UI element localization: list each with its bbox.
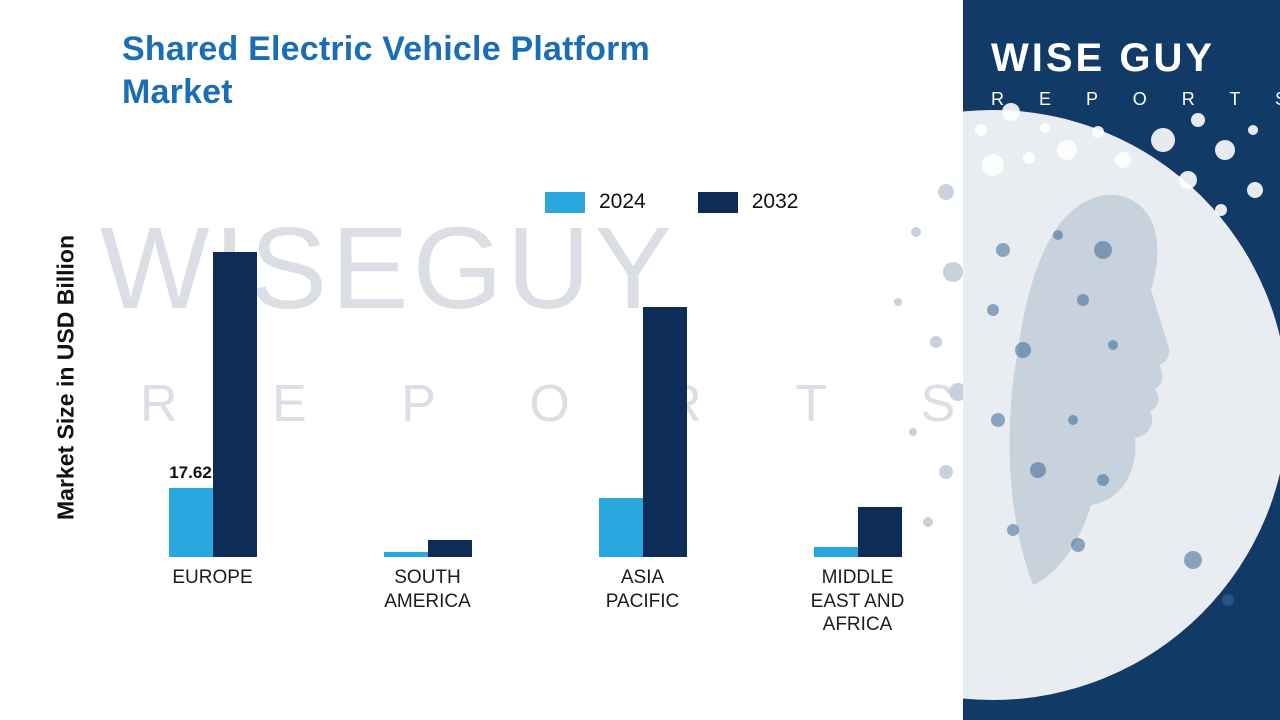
dots-graphic <box>975 103 1263 216</box>
legend-swatch-2024 <box>545 191 585 213</box>
brand-logo-reports: R E P O R T S <box>991 89 1280 109</box>
chart-legend: 2024 2032 <box>545 190 798 214</box>
bar-2032-middle-east-and-africa <box>857 507 902 557</box>
category-label: ASIA PACIFIC <box>605 567 680 612</box>
bar-2024-south-america <box>383 552 428 557</box>
bar-value-label: 17.62 <box>169 463 212 482</box>
bar-2024-middle-east-and-africa <box>813 547 858 557</box>
bars <box>813 242 902 557</box>
bars <box>598 242 687 557</box>
bar-2032-asia-pacific <box>642 307 687 557</box>
category-label: SOUTH AMERICA <box>384 567 471 612</box>
brand-panel: WISE GUY R E P O R T S <box>963 0 1280 720</box>
legend-label-2032: 2032 <box>751 190 799 213</box>
category-label: MIDDLE EAST AND AFRICA <box>810 567 905 636</box>
legend-label-2024: 2024 <box>599 190 646 213</box>
legend-item-2032: 2032 <box>697 190 799 214</box>
bar-chart: 17.62 EUROPE SOUTH AMERICA ASIA PACIFIC MIDD… <box>105 242 965 637</box>
brand-logo: WISE GUY R E P O R T S <box>983 36 1280 110</box>
bar-group-middle-east-and-africa: MIDDLE EAST AND AFRICA <box>750 242 965 637</box>
bar-2024-asia-pacific <box>598 498 643 557</box>
bar-2032-south-america <box>427 540 472 557</box>
page-title-line1: Shared Electric Vehicle Platform <box>122 30 650 68</box>
category-label: EUROPE <box>172 567 253 588</box>
brand-panel-art <box>963 103 1280 700</box>
bar-2032-europe <box>212 252 257 557</box>
legend-swatch-2032 <box>697 191 738 213</box>
bars <box>383 242 472 557</box>
watermark: WISEGUY R E P O R T S <box>100 210 995 434</box>
bars: 17.62 <box>168 242 257 557</box>
page-title-line2: Market <box>122 72 233 111</box>
face-profile-graphic <box>1009 194 1169 585</box>
page-title: Shared Electric Vehicle Platform Market <box>122 28 650 114</box>
watermark-line1: WISEGUY <box>100 203 676 333</box>
bar-group-south-america: SOUTH AMERICA <box>320 242 535 637</box>
bar-group-asia-pacific: ASIA PACIFIC <box>535 242 750 637</box>
watermark-line2: R E P O R T S <box>140 375 996 433</box>
y-axis-label: Market Size in USD Billion <box>52 235 79 520</box>
dots-decoration-left <box>894 184 967 527</box>
legend-item-2024: 2024 <box>545 190 646 214</box>
bar-group-europe: 17.62 EUROPE <box>105 242 320 637</box>
dots-graphic-lower <box>987 230 1234 606</box>
bar-2024-europe: 17.62 <box>168 463 213 557</box>
brand-logo-name: WISE GUY <box>990 36 1216 80</box>
